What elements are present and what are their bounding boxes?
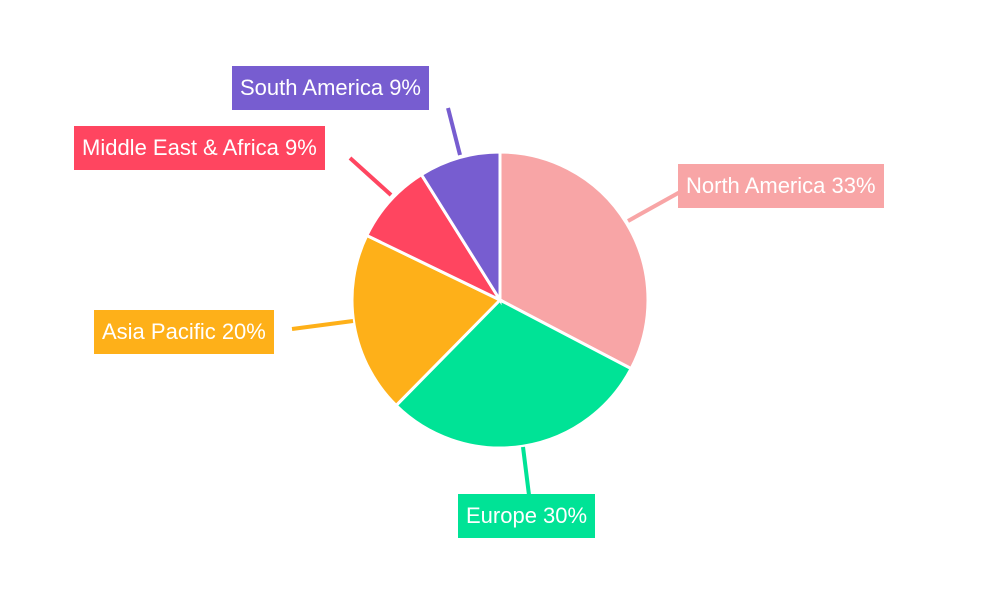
pie-slice-europe[interactable] [394,298,634,450]
pie-slice-north-america[interactable] [498,150,650,371]
label-europe: Europe 30% [458,494,596,538]
pie-slice-middle-east-africa[interactable] [364,172,505,304]
leader-line-south-america [446,107,462,156]
label-south-america: South America 9% [232,66,429,110]
pie-slice-south-america[interactable] [419,150,502,306]
label-north-america: North America 33% [678,164,884,208]
leader-line-asia-pacific [291,319,354,331]
leader-line-middle-east-africa [348,156,393,197]
label-middle-east-africa: Middle East & Africa 9% [74,126,325,170]
leader-line-north-america [627,190,681,223]
leader-lines [291,107,681,496]
pie-slice-asia-pacific[interactable] [350,233,503,408]
label-asia-pacific: Asia Pacific 20% [94,310,274,354]
pie-slices [350,150,650,450]
leader-line-europe [521,446,531,496]
